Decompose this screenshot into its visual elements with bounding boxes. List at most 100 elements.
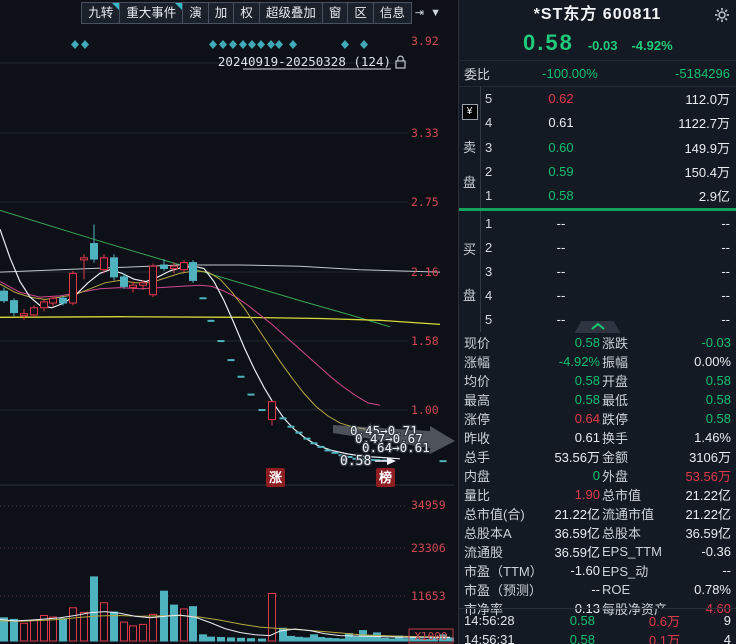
stats-row-0: 现价 0.58 涨跌 -0.03 (459, 333, 736, 352)
stat-label: 总手 (464, 450, 491, 465)
stat-label: 涨幅 (464, 355, 491, 370)
stat-label: EPS_动 (602, 564, 649, 579)
limit-dash (217, 340, 225, 343)
gray-arrow (333, 425, 455, 454)
level: 2 (485, 239, 493, 255)
buybook-row-4[interactable]: 4 -- -- (481, 284, 736, 308)
candle-body (149, 265, 157, 296)
volume-bar (199, 634, 207, 642)
bang-badge[interactable] (376, 468, 395, 487)
stat-label: 内盘 (464, 469, 491, 484)
settings-gear-icon[interactable] (714, 7, 730, 23)
stat-value: 3106万 (689, 450, 731, 465)
price: 0.59 (548, 163, 574, 179)
stock-chart[interactable]: 20240919-20250328 (124) 0.45→0.710.47→0.6… (0, 28, 458, 644)
limit-dash (439, 460, 447, 463)
level: 1 (485, 215, 493, 231)
toolbar-button-6[interactable]: 窗 (321, 2, 349, 24)
price-annotation: 0.64→0.61 (362, 440, 430, 455)
stat-label: 最高 (464, 393, 491, 408)
stat-value: 1.90 (574, 487, 600, 502)
sellbook-row-1[interactable]: 1 0.58 2.9亿 (481, 184, 736, 208)
toolbar-button-0[interactable]: 九转 (81, 2, 121, 24)
amount: -- (721, 239, 730, 255)
limit-dash (331, 451, 339, 454)
buybook-row-3[interactable]: 3 -- -- (481, 259, 736, 283)
level: 5 (485, 90, 493, 106)
limit-dash (199, 297, 207, 300)
stat-label: 金额 (602, 450, 629, 465)
stat-label: 总股本A (464, 526, 512, 541)
tick-row-1: 14:56:31 0.58 0.1万 4 (459, 630, 736, 644)
stat-value: 0 (592, 468, 600, 483)
zhang-badge[interactable] (266, 468, 285, 487)
stat-value: 36.59亿 (554, 526, 600, 541)
volume-bar (331, 638, 339, 642)
volume-bar (120, 621, 128, 642)
date-range-label[interactable]: 20240919-20250328 (124) (218, 54, 391, 69)
tick-volume: 0.6万 (648, 614, 680, 629)
volume-bar (324, 637, 332, 642)
stats-grid: 现价 0.58 涨跌 -0.03 涨幅 -4.92% 振幅 0.00% 均价 0.58 开盘 0.58… (459, 333, 736, 617)
lock-icon[interactable] (395, 60, 406, 69)
toolbar-dropdown-icon[interactable]: ▼ (430, 7, 441, 19)
stat-label: 振幅 (602, 355, 629, 370)
weibi-label: 委比 (464, 67, 491, 82)
book-expander-button[interactable] (574, 321, 621, 333)
toolbar-button-2[interactable]: 演 (182, 2, 209, 24)
buybook-row-2[interactable]: 2 -- -- (481, 235, 736, 259)
toolbar-tab-icon[interactable]: ⇥ (414, 7, 425, 19)
buybook-row-1[interactable]: 1 -- -- (481, 211, 736, 235)
volume-bar (170, 604, 178, 642)
limit-dash (295, 431, 303, 434)
tick-list: 14:56:28 0.58 0.6万 9 14:56:31 0.58 0.1万 4 (459, 611, 736, 644)
stat-label: 市盈（TTM） (464, 564, 543, 579)
amount: 149.9万 (684, 140, 730, 156)
stat-value: 0.58 (705, 373, 731, 388)
candle-body (189, 262, 197, 281)
toolbar-button-4[interactable]: 权 (233, 2, 260, 24)
level: 5 (485, 312, 493, 328)
sellbook-row-2[interactable]: 2 0.59 150.4万 (481, 159, 736, 183)
buybook-side-label: 买盘 (459, 211, 481, 332)
price-axis-label: 2.16 (411, 265, 439, 279)
volume-bar (90, 576, 98, 642)
side-label-char: 卖 (462, 139, 476, 155)
toolbar-button-1[interactable]: 重大事件 (119, 2, 184, 24)
buybook-row-5[interactable]: 5 -- -- (481, 308, 736, 332)
volume-bar (59, 618, 67, 642)
candle-body (40, 301, 48, 309)
volume-bar (69, 607, 77, 642)
stats-row-1: 涨幅 -4.92% 振幅 0.00% (459, 352, 736, 371)
volume-bar (237, 637, 245, 642)
limit-dash (287, 425, 295, 428)
candle-body (139, 282, 147, 286)
volume-unit-label: X1000 (414, 630, 447, 643)
candle-body (110, 257, 118, 278)
candle-body (268, 401, 276, 421)
toolbar-button-7[interactable]: 区 (347, 2, 374, 24)
toolbar-button-3[interactable]: 加 (207, 2, 235, 24)
stat-label: 总市值(合) (464, 507, 525, 522)
candle-body (59, 297, 67, 304)
price-axis-label: 3.33 (411, 126, 439, 140)
volume-bar (268, 592, 276, 642)
stat-label: 流通股 (464, 545, 504, 560)
weibi-diff: -5184296 (675, 66, 730, 81)
volume-bar (100, 602, 108, 642)
quote-panel: *ST东方 600811 0.58 -0.03 -4.92% 委比 -100.0… (458, 0, 736, 644)
stats-row-12: 市盈（TTM） -1.60 EPS_动 -- (459, 561, 736, 580)
stats-row-5: 昨收 0.61 换手 1.46% (459, 428, 736, 447)
diamond-marker (360, 40, 368, 49)
stat-value: 0.78% (694, 582, 731, 597)
toolbar-button-8[interactable]: 信息 (372, 2, 412, 24)
sellbook-row-5[interactable]: 5 0.62 112.0万 (481, 86, 736, 110)
stat-label: EPS_TTM (602, 544, 662, 559)
sellbook-row-4[interactable]: 4 0.61 1122.7万 (481, 110, 736, 134)
sellbook-row-3[interactable]: 3 0.60 149.9万 (481, 135, 736, 159)
volume-axis-label: 23306 (411, 541, 446, 555)
stat-value: -4.92% (558, 354, 600, 369)
toolbar-button-5[interactable]: 超级叠加 (258, 2, 323, 24)
candle-body (100, 257, 108, 271)
tick-volume: 0.1万 (648, 633, 680, 644)
